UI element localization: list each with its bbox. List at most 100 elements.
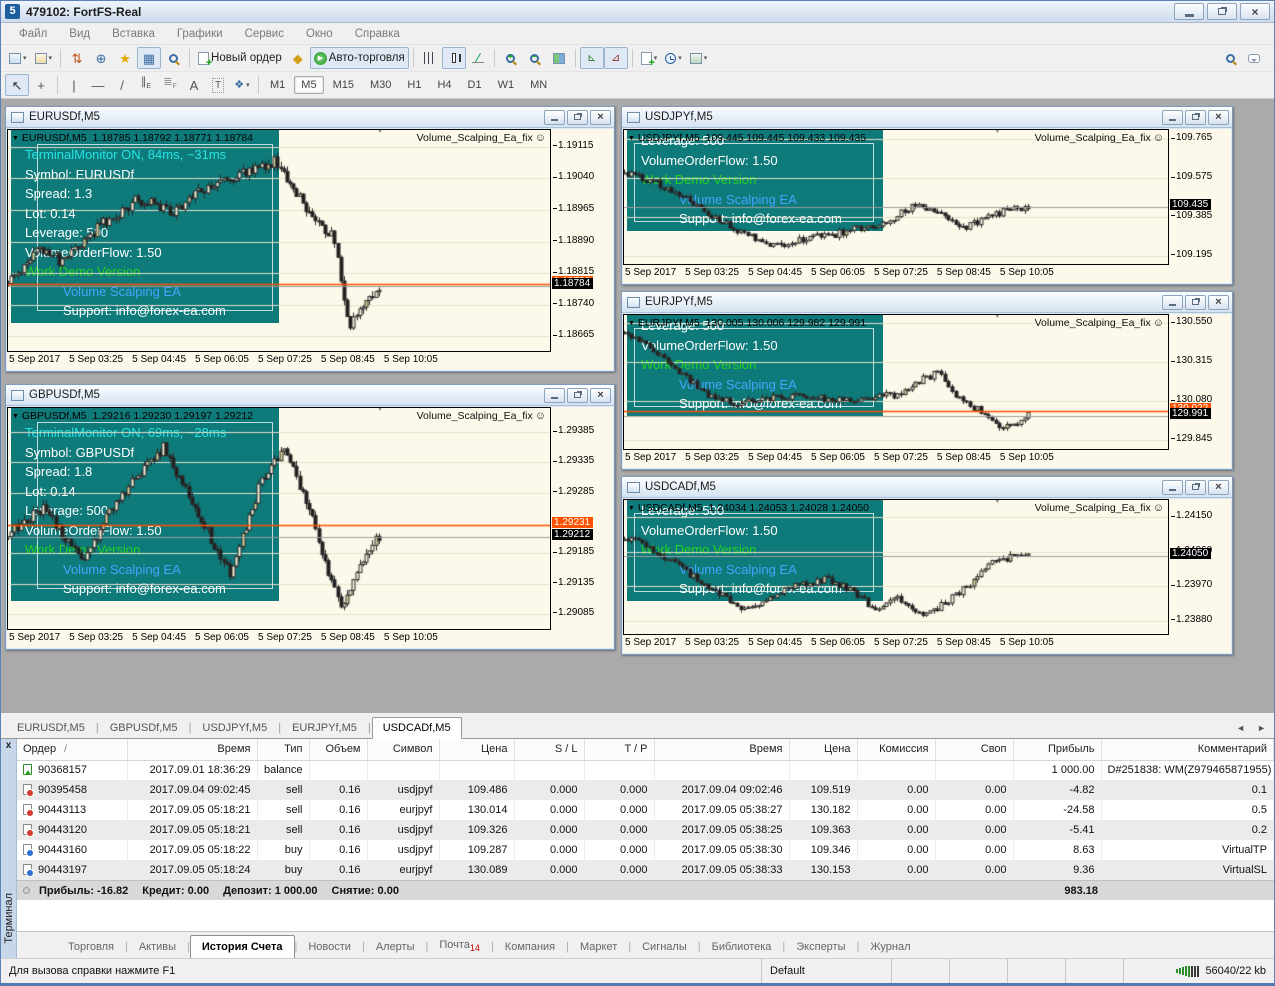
terminal-toggle-button[interactable]: ▦ <box>137 47 162 69</box>
time-axis[interactable]: 5 Sep 2017 5 Sep 03:25 5 Sep 04:45 5 Sep 06… <box>7 630 551 648</box>
chart-restore-button[interactable] <box>1185 479 1206 495</box>
terminal-tab-Маркет[interactable]: Маркет <box>580 941 618 953</box>
history-row-90443113[interactable]: 90443113 2017.09.05 05:18:21 sell 0.16 eurjp… <box>17 800 1274 820</box>
chart-tab-EURJPYf,M5[interactable]: EURJPYf,M5 <box>292 722 357 734</box>
candlestick-canvas[interactable] <box>8 130 550 351</box>
chart-window-EURUSDf,M5[interactable]: EURUSDf,M5 × TerminalMonitor ON, 84ms, ~… <box>5 106 615 372</box>
chart-window-USDCADf,M5[interactable]: USDCADf,M5 × Leverage: 500VolumeOrderFlo… <box>621 476 1233 655</box>
chart-window-titlebar[interactable]: EURJPYf,M5 × <box>622 292 1232 313</box>
terminal-tab-Эксперты[interactable]: Эксперты <box>796 941 846 953</box>
timeframe-button-H1[interactable]: H1 <box>407 79 422 91</box>
channel-tool-button[interactable]: ∥E <box>140 76 152 91</box>
column-header-4[interactable]: Символ <box>367 739 440 761</box>
terminal-tab-Библиотека[interactable]: Библиотека <box>711 941 772 953</box>
chart-window-GBPUSDf,M5[interactable]: GBPUSDf,M5 × TerminalMonitor ON, 69ms, ~… <box>5 384 615 650</box>
new-order-button[interactable]: + Новый ордер <box>194 47 286 69</box>
chart-close-button[interactable]: × <box>1208 479 1229 495</box>
timeframe-button-M5[interactable]: M5 <box>294 76 324 94</box>
market-watch-button[interactable]: ⇅ <box>71 50 83 66</box>
search-button[interactable] <box>1218 47 1242 69</box>
column-header-12[interactable]: Прибыль <box>1013 739 1102 761</box>
timeframe-button-MN[interactable]: MN <box>530 79 548 91</box>
menu-item-4[interactable]: Сервис <box>244 27 284 40</box>
chat-button[interactable] <box>1242 47 1266 69</box>
strategy-tester-button[interactable] <box>161 47 185 69</box>
symbol-dropdown-icon[interactable]: ▼ <box>12 413 19 420</box>
timeframe-button-D1[interactable]: D1 <box>467 79 482 91</box>
terminal-tab-Журнал[interactable]: Журнал <box>870 941 911 953</box>
column-header-0[interactable]: Ордер / <box>17 739 128 761</box>
chart-minimize-button[interactable] <box>544 109 565 125</box>
history-row-90368157[interactable]: 90368157 2017.09.01 18:36:29 balance 1 000.… <box>17 760 1274 780</box>
chart-close-button[interactable]: × <box>1208 109 1229 125</box>
terminal-tab-Сигналы[interactable]: Сигналы <box>642 941 687 953</box>
chart-shift-button[interactable]: ⊿ <box>603 47 628 69</box>
column-header-11[interactable]: Своп <box>935 739 1014 761</box>
timeframe-button-M1[interactable]: M1 <box>270 79 286 91</box>
history-row-90443160[interactable]: 90443160 2017.09.05 05:18:22 buy 0.16 usdjpy… <box>17 840 1274 860</box>
indicators-button[interactable]: + ▾ <box>637 47 662 69</box>
chart-tab-GBPUSDf,M5[interactable]: GBPUSDf,M5 <box>109 722 178 734</box>
auto-scroll-button[interactable]: ⊾ <box>579 47 604 69</box>
chart-restore-button[interactable] <box>567 109 588 125</box>
terminal-tab-Торговля[interactable]: Торговля <box>68 941 114 953</box>
time-axis[interactable]: 5 Sep 2017 5 Sep 03:25 5 Sep 04:45 5 Sep 06… <box>623 450 1169 468</box>
terminal-tab-Алерты[interactable]: Алерты <box>375 941 415 953</box>
trendline-tool-button[interactable]: / <box>120 77 124 93</box>
price-scale[interactable]: 130.550130.315130.080129.845130.022129.9… <box>1169 314 1231 450</box>
minimize-button[interactable] <box>1174 3 1204 20</box>
chart-tab-USDCADf,M5[interactable]: USDCADf,M5 <box>371 717 462 739</box>
timeframe-button-M15[interactable]: M15 <box>332 79 354 91</box>
chart-close-button[interactable]: × <box>590 387 611 403</box>
fibonacci-tool-button[interactable]: ≣F <box>163 76 177 91</box>
menu-item-3[interactable]: Графики <box>176 27 223 40</box>
line-chart-button[interactable] <box>466 47 490 69</box>
templates-button[interactable]: ▾ <box>686 47 712 69</box>
menu-item-0[interactable]: Файл <box>19 27 48 40</box>
candlestick-chart-button[interactable] <box>441 47 466 69</box>
chart-window-titlebar[interactable]: EURUSDf,M5 × <box>6 107 614 128</box>
title-bar[interactable]: 5 479102: FortFS-Real × <box>1 1 1274 23</box>
chart-restore-button[interactable] <box>567 387 588 403</box>
close-button[interactable]: × <box>1240 3 1270 20</box>
history-row-90443120[interactable]: 90443120 2017.09.05 05:18:21 sell 0.16 usdjp… <box>17 820 1274 840</box>
price-scale[interactable]: 1.19115 1.19040 1.18965 1.18890 1.18815 1.187… <box>551 129 613 352</box>
menu-item-1[interactable]: Вид <box>69 27 91 40</box>
text-label-tool-button[interactable]: T <box>206 74 230 96</box>
candlestick-canvas[interactable] <box>8 408 550 629</box>
chart-minimize-button[interactable] <box>1162 479 1183 495</box>
time-axis[interactable]: 5 Sep 2017 5 Sep 03:25 5 Sep 04:45 5 Sep 06… <box>7 352 551 370</box>
time-axis[interactable]: 5 Sep 2017 5 Sep 03:25 5 Sep 04:45 5 Sep 06… <box>623 265 1169 283</box>
profiles-button[interactable]: ▾ <box>31 47 57 69</box>
terminal-tab-Почта[interactable]: Почта14 <box>439 938 480 953</box>
terminal-close-icon[interactable]: x <box>5 740 12 751</box>
arrows-tool-button[interactable]: ❖ ▾ <box>234 78 250 91</box>
candlestick-canvas[interactable] <box>624 130 1168 264</box>
column-header-9[interactable]: Цена <box>789 739 858 761</box>
candlestick-canvas[interactable] <box>624 315 1168 449</box>
chart-tab-USDJPYf,M5[interactable]: USDJPYf,M5 <box>202 722 268 734</box>
column-header-7[interactable]: T / P <box>584 739 655 761</box>
chart-window-titlebar[interactable]: USDCADf,M5 × <box>622 477 1232 498</box>
terminal-tab-Активы[interactable]: Активы <box>138 941 177 953</box>
crosshair-tool-button[interactable]: + <box>37 77 45 93</box>
chart-window-EURJPYf,M5[interactable]: EURJPYf,M5 × Leverage: 500VolumeOrderFlo… <box>621 291 1233 470</box>
terminal-tab-Новости[interactable]: Новости <box>308 941 351 953</box>
status-profile[interactable]: Default <box>762 959 892 983</box>
candlestick-canvas[interactable] <box>624 500 1168 634</box>
tab-scroll-right-icon[interactable]: ► <box>1257 723 1266 733</box>
terminal-tab-История Счета[interactable]: История Счета <box>189 935 295 959</box>
new-chart-button[interactable]: ▾ <box>5 47 31 69</box>
chart-minimize-button[interactable] <box>1162 294 1183 310</box>
chart-close-button[interactable]: × <box>590 109 611 125</box>
periods-button[interactable]: ▾ <box>661 47 686 69</box>
chart-restore-button[interactable] <box>1185 294 1206 310</box>
price-scale[interactable]: 109.765 109.575 109.385 109.195 109.435 <box>1169 129 1231 265</box>
data-window-button[interactable]: ⊕ <box>95 50 107 66</box>
navigator-button[interactable]: ★ <box>119 50 131 66</box>
horizontal-line-tool-button[interactable]: — <box>91 77 105 93</box>
zoom-in-button[interactable]: + <box>499 47 523 69</box>
column-header-6[interactable]: S / L <box>514 739 585 761</box>
timeframe-button-M30[interactable]: M30 <box>369 79 392 91</box>
